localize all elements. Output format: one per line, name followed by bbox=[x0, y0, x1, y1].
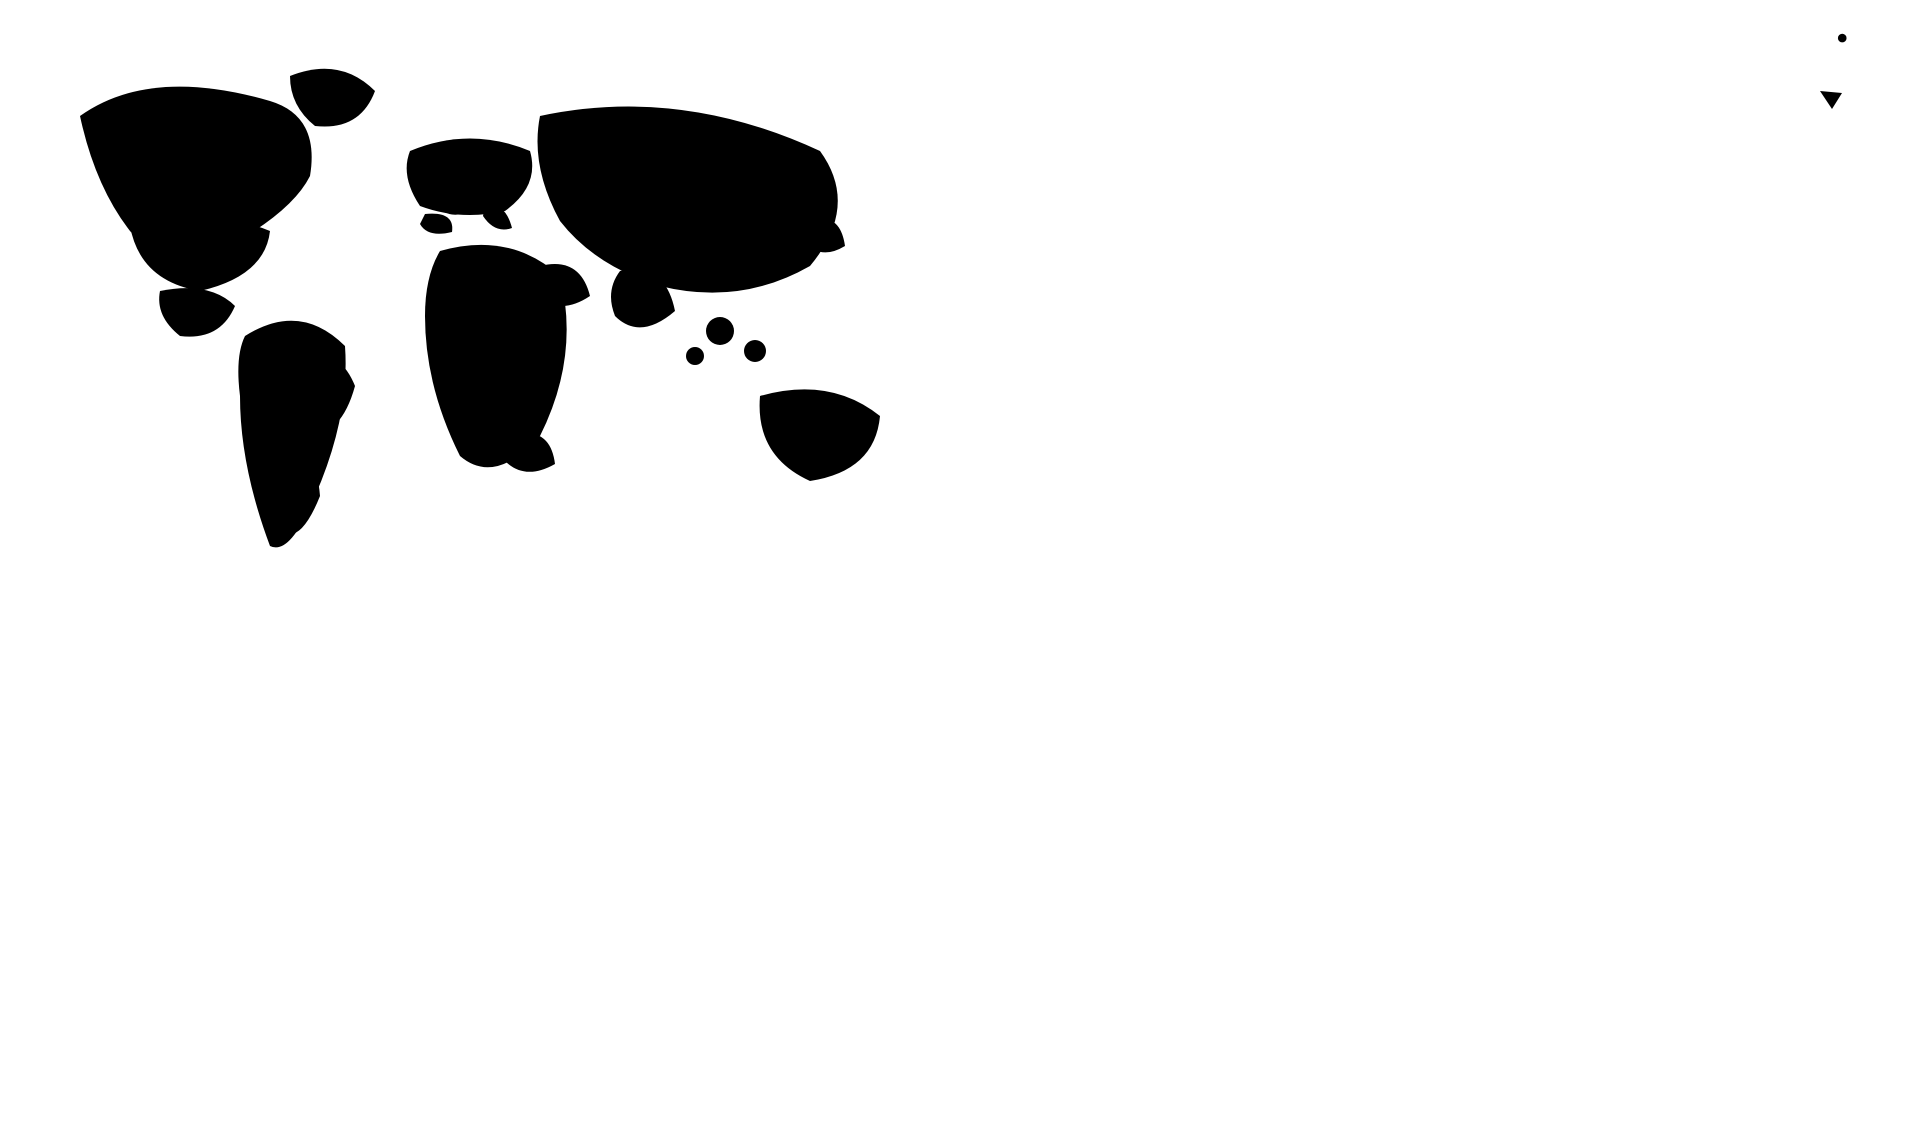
world-map-svg bbox=[40, 56, 960, 586]
page-root bbox=[0, 0, 1920, 1146]
map-safrica bbox=[505, 433, 555, 472]
segmentation-chart bbox=[40, 654, 385, 964]
map-mexico bbox=[159, 288, 235, 336]
world-map bbox=[40, 56, 960, 596]
top-row bbox=[40, 56, 1880, 596]
bottom-row bbox=[40, 636, 1880, 1036]
market-segmentation-section bbox=[40, 636, 660, 1036]
map-us bbox=[130, 217, 270, 291]
map-spain bbox=[420, 214, 452, 234]
market-size-chart bbox=[990, 56, 1880, 596]
regional-donut-chart bbox=[1350, 664, 1650, 964]
regional-analysis-section bbox=[1350, 636, 1880, 1036]
map-uk bbox=[425, 158, 445, 178]
map-saudi bbox=[538, 264, 590, 306]
top-key-players-section bbox=[690, 636, 1320, 1036]
